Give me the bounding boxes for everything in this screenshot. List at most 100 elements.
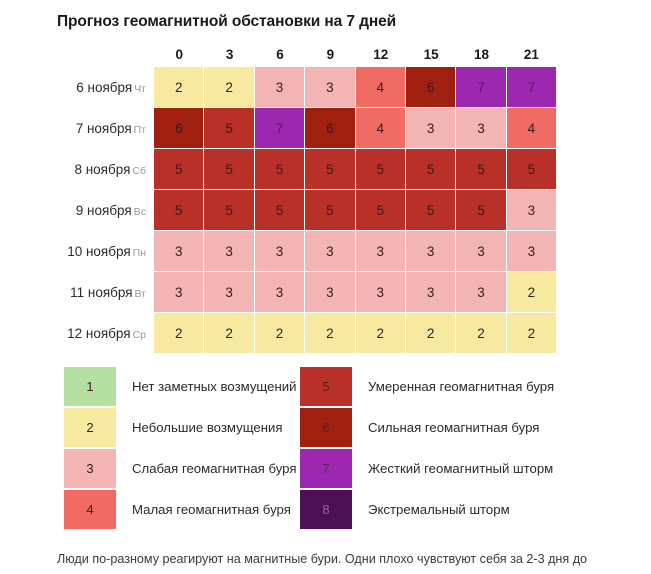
legend-item: 6 Сильная геомагнитная буря bbox=[300, 407, 554, 448]
heatmap-cell: 2 bbox=[305, 313, 356, 353]
legend-swatch-level-5: 5 bbox=[300, 366, 352, 407]
heatmap-cell: 2 bbox=[154, 67, 205, 108]
legend-swatch-level-4: 4 bbox=[64, 490, 116, 529]
column-header-hour-6: 6 bbox=[276, 47, 284, 62]
column-header-hour-15: 15 bbox=[423, 47, 439, 62]
table-row: 6 ноября Чт 2 2 3 3 4 6 7 7 bbox=[44, 67, 557, 108]
heatmap-cell: 3 bbox=[305, 272, 356, 313]
heatmap-cell: 3 bbox=[254, 272, 306, 313]
legend-swatch-level-7: 7 bbox=[300, 448, 352, 489]
column-header-hour-0: 0 bbox=[175, 47, 183, 62]
row-label-day: 9 ноября Вс bbox=[44, 190, 154, 231]
heatmap-cell: 3 bbox=[456, 231, 507, 272]
heatmap-cell: 2 bbox=[154, 313, 205, 353]
heatmap-cell: 7 bbox=[456, 67, 507, 108]
legend-label: Экстремальный шторм bbox=[368, 502, 510, 517]
row-label-weekday: Сб bbox=[132, 165, 146, 177]
heatmap-cell: 3 bbox=[355, 231, 406, 272]
row-label-day: 12 ноября Ср bbox=[44, 313, 154, 353]
heatmap-cell: 6 bbox=[154, 108, 205, 149]
row-label-day: 10 ноября Пн bbox=[44, 231, 154, 272]
heatmap-cell: 5 bbox=[506, 149, 557, 190]
legend-column-right: 5 Умеренная геомагнитная буря 6 Сильная гео… bbox=[300, 366, 554, 530]
heatmap-cell: 3 bbox=[254, 67, 306, 108]
row-label-weekday: Пн bbox=[132, 247, 146, 259]
row-label-date: 6 ноября bbox=[76, 80, 133, 95]
row-label-day: 8 ноября Сб bbox=[44, 149, 154, 190]
legend-swatch-level-8: 8 bbox=[300, 490, 352, 529]
legend-item: 1 Нет заметных возмущений bbox=[64, 366, 297, 407]
legend-label: Малая геомагнитная буря bbox=[132, 502, 291, 517]
column-header-hour-18: 18 bbox=[474, 47, 490, 62]
heatmap-cell: 5 bbox=[154, 190, 205, 231]
legend-item: 2 Небольшие возмущения bbox=[64, 407, 297, 448]
heatmap-cell: 2 bbox=[506, 313, 557, 353]
row-label-day: 6 ноября Чт bbox=[44, 67, 154, 108]
heatmap-cell: 3 bbox=[456, 108, 507, 149]
column-header-hour-12: 12 bbox=[373, 47, 389, 62]
forecast-table: 0 3 6 9 12 15 18 21 6 ноября Чт 2 2 3 3 4 6 7 7 7 ноября П… bbox=[44, 40, 557, 353]
column-header-hour-3: 3 bbox=[225, 47, 234, 62]
legend-item: 5 Умеренная геомагнитная буря bbox=[300, 366, 554, 407]
legend-label: Умеренная геомагнитная буря bbox=[368, 379, 555, 394]
heatmap-cell: 2 bbox=[405, 313, 457, 353]
heatmap-cell: 3 bbox=[405, 272, 457, 313]
heatmap-cell: 5 bbox=[355, 149, 406, 190]
legend-swatch-level-1: 1 bbox=[64, 366, 116, 407]
heatmap-cell: 3 bbox=[154, 231, 205, 272]
heatmap-cell: 3 bbox=[254, 231, 306, 272]
heatmap-cell: 7 bbox=[254, 108, 306, 149]
heatmap-cell: 3 bbox=[506, 231, 557, 272]
footer-note: Люди по-разному реагируют на магнитные б… bbox=[57, 552, 588, 566]
heatmap-cell: 5 bbox=[456, 149, 507, 190]
heatmap-cell: 5 bbox=[456, 190, 507, 231]
heatmap-cell: 4 bbox=[355, 67, 406, 108]
legend-item: 4 Малая геомагнитная буря bbox=[64, 489, 297, 530]
heatmap-cell: 4 bbox=[506, 108, 557, 149]
row-label-day: 11 ноября Вт bbox=[44, 272, 154, 313]
table-header-row: 0 3 6 9 12 15 18 21 bbox=[44, 40, 556, 67]
legend-label: Сильная геомагнитная буря bbox=[368, 420, 540, 435]
table-corner-cell bbox=[44, 40, 154, 67]
heatmap-cell: 5 bbox=[254, 149, 306, 190]
heatmap-cell: 5 bbox=[305, 190, 356, 231]
legend-label: Жесткий геомагнитный шторм bbox=[368, 461, 554, 476]
heatmap-cell: 2 bbox=[355, 313, 406, 353]
legend-label: Слабая геомагнитная буря bbox=[132, 461, 297, 476]
row-label-date: 9 ноября bbox=[75, 203, 132, 218]
legend-swatch-level-6: 6 bbox=[300, 407, 352, 448]
legend-item: 3 Слабая геомагнитная буря bbox=[64, 448, 297, 489]
heatmap-cell: 3 bbox=[506, 190, 557, 231]
row-label-day: 7 ноября Пт bbox=[44, 108, 154, 149]
row-label-weekday: Пт bbox=[133, 124, 146, 136]
heatmap-cell: 3 bbox=[456, 272, 507, 313]
table-row: 7 ноября Пт 6 5 7 6 4 3 3 4 bbox=[44, 108, 557, 149]
heatmap-cell: 7 bbox=[506, 67, 557, 108]
heatmap-cell: 5 bbox=[204, 108, 255, 149]
row-label-date: 7 ноября bbox=[75, 121, 132, 136]
legend-item: 8 Экстремальный шторм bbox=[300, 489, 554, 530]
row-label-date: 8 ноября bbox=[74, 162, 131, 177]
legend-column-left: 1 Нет заметных возмущений 2 Небольшие возму… bbox=[64, 366, 297, 530]
heatmap-cell: 4 bbox=[355, 108, 406, 149]
heatmap-cell: 5 bbox=[355, 190, 406, 231]
row-label-weekday: Вт bbox=[134, 288, 146, 300]
row-label-date: 12 ноября bbox=[67, 325, 131, 341]
heatmap-cell: 3 bbox=[405, 231, 457, 272]
page-title: Прогноз геомагнитной обстановки на 7 дне… bbox=[57, 13, 397, 30]
legend-item: 7 Жесткий геомагнитный шторм bbox=[300, 448, 554, 489]
heatmap-cell: 6 bbox=[405, 67, 457, 108]
heatmap-cell: 6 bbox=[305, 108, 356, 149]
legend-swatch-level-2: 2 bbox=[64, 407, 116, 448]
heatmap-cell: 3 bbox=[154, 272, 205, 313]
row-label-weekday: Вс bbox=[133, 206, 146, 218]
table-row: 12 ноября Ср 2 2 2 2 2 2 2 2 bbox=[44, 313, 557, 353]
heatmap-cell: 2 bbox=[254, 313, 306, 353]
heatmap-cell: 5 bbox=[305, 149, 356, 190]
row-label-weekday: Ср bbox=[132, 328, 146, 341]
heatmap-cell: 5 bbox=[405, 149, 457, 190]
row-label-weekday: Чт bbox=[134, 83, 146, 95]
heatmap-cell: 3 bbox=[405, 108, 457, 149]
column-header-hour-9: 9 bbox=[326, 47, 335, 62]
heatmap-cell: 3 bbox=[305, 67, 356, 108]
